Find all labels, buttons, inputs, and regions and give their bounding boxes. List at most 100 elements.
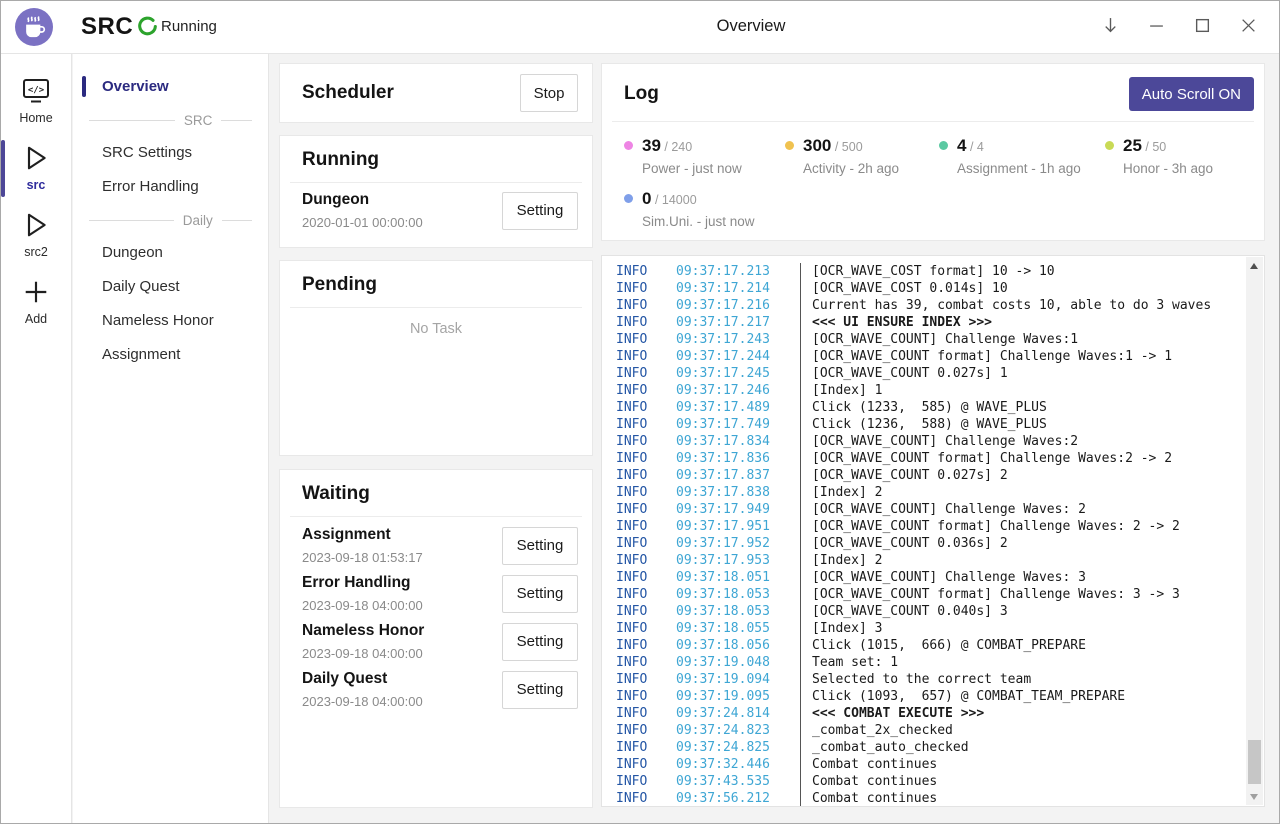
log-message: Click (1015, 666) @ COMBAT_PREPARE (800, 637, 1086, 654)
sidebar-item-dungeon[interactable]: Dungeon (102, 244, 163, 261)
log-timestamp: 09:37:18.055 (676, 621, 770, 636)
log-level: INFO (616, 485, 648, 500)
log-timestamp: 09:37:18.056 (676, 638, 770, 653)
rail-item-label: src2 (24, 245, 48, 259)
log-timestamp: 09:37:17.244 (676, 349, 770, 364)
stat-counts: 0 / 14000 (642, 189, 697, 208)
stat-value: 0 (642, 189, 652, 208)
log-level: INFO (616, 706, 648, 721)
log-line: INFO 09:37:19.048 Team set: 1 (616, 654, 1240, 671)
divider (612, 121, 1254, 122)
log-level: INFO (616, 587, 648, 602)
minimize-icon (1148, 17, 1165, 37)
sidebar-item-error-handling[interactable]: Error Handling (102, 178, 199, 195)
log-level: INFO (616, 689, 648, 704)
rail-item-src[interactable]: src (1, 135, 71, 202)
scroll-down-icon[interactable] (1250, 794, 1258, 800)
log-line: INFO 09:37:18.053 [OCR_WAVE_COUNT 0.040s] … (616, 603, 1240, 620)
window-controls (1087, 1, 1271, 53)
stat-honor: 25 / 50 Honor - 3h ago (1105, 136, 1264, 176)
log-timestamp: 09:37:17.836 (676, 451, 770, 466)
task-info: Daily Quest 2023-09-18 04:00:00 (302, 670, 423, 709)
rail-item-home[interactable]: </> Home (1, 68, 71, 135)
sidebar-item-overview[interactable]: Overview (73, 70, 268, 104)
log-message: Click (1233, 585) @ WAVE_PLUS (800, 399, 1047, 416)
sidebar-item-daily-quest[interactable]: Daily Quest (102, 278, 180, 295)
divider-line (221, 119, 252, 121)
stat-counts: 4 / 4 (957, 136, 984, 155)
setting-button[interactable]: Setting (502, 670, 578, 709)
log-scrollbar[interactable] (1246, 257, 1263, 805)
stat-sim-uni-: 0 / 14000 Sim.Uni. - just now (624, 189, 785, 229)
app-name: SRC (81, 13, 134, 40)
stat-assignment: 4 / 4 Assignment - 1h ago (939, 136, 1105, 176)
rail-item-src2[interactable]: src2 (1, 202, 71, 269)
stat-power: 39 / 240 Power - just now (624, 136, 785, 176)
divider-line (89, 119, 175, 121)
minimize-button[interactable] (1133, 1, 1179, 53)
task-time: 2023-09-18 04:00:00 (302, 598, 423, 613)
task-time: 2020-01-01 00:00:00 (302, 215, 423, 230)
log-line: INFO 09:37:24.825 _combat_auto_checked (616, 739, 1240, 756)
log-level: INFO (616, 434, 648, 449)
log-line: INFO 09:37:17.217 <<< UI ENSURE INDEX >>> (616, 314, 1240, 331)
log-level: INFO (616, 774, 648, 789)
log-message: <<< COMBAT EXECUTE >>> (800, 705, 984, 722)
log-message: <<< UI ENSURE INDEX >>> (800, 314, 992, 331)
log-line: INFO 09:37:24.814 <<< COMBAT EXECUTE >>> (616, 705, 1240, 722)
log-view[interactable]: INFO 09:37:17.213 [OCR_WAVE_COST format] 1… (601, 255, 1265, 807)
log-message: Combat continues (800, 756, 937, 773)
setting-button[interactable]: Setting (502, 574, 578, 613)
stat-label: Activity - 2h ago (803, 161, 900, 176)
log-timestamp: 09:37:32.446 (676, 757, 770, 772)
stat-value: 300 (803, 136, 832, 155)
sidebar-item-nameless-honor[interactable]: Nameless Honor (102, 312, 214, 329)
auto-scroll-button[interactable]: Auto Scroll ON (1128, 77, 1254, 111)
log-line: INFO 09:37:17.953 [Index] 2 (616, 552, 1240, 569)
stop-button[interactable]: Stop (520, 74, 578, 112)
log-level: INFO (616, 400, 648, 415)
log-level: INFO (616, 383, 648, 398)
log-line: INFO 09:37:19.095 Click (1093, 657) @ COMB… (616, 688, 1240, 705)
log-message: [OCR_WAVE_COUNT] Challenge Waves:2 (800, 433, 1078, 450)
stat-dot (624, 141, 633, 150)
sidebar-item-assignment[interactable]: Assignment (102, 346, 181, 363)
log-message: [OCR_WAVE_COUNT] Challenge Waves:1 (800, 331, 1078, 348)
log-level: INFO (616, 621, 648, 636)
divider (290, 516, 582, 517)
log-line: INFO 09:37:32.446 Combat continues (616, 756, 1240, 773)
close-button[interactable] (1225, 1, 1271, 53)
log-level: INFO (616, 281, 648, 296)
log-timestamp: 09:37:56.212 (676, 791, 770, 806)
log-level: INFO (616, 332, 648, 347)
sidebar-item-src-settings[interactable]: SRC Settings (102, 144, 193, 161)
log-line: INFO 09:37:17.244 [OCR_WAVE_COUNT format] … (616, 348, 1240, 365)
stat-activity: 300 / 500 Activity - 2h ago (785, 136, 939, 176)
log-timestamp: 09:37:17.837 (676, 468, 770, 483)
log-level: INFO (616, 604, 648, 619)
log-timestamp: 09:37:19.048 (676, 655, 770, 670)
log-message: [OCR_WAVE_COST format] 10 -> 10 (800, 263, 1055, 280)
log-message: [OCR_WAVE_COST 0.014s] 10 (800, 280, 1008, 297)
setting-button[interactable]: Setting (502, 622, 578, 661)
maximize-button[interactable] (1179, 1, 1225, 53)
rail-item-label: Home (19, 111, 53, 125)
svg-text:</>: </> (28, 86, 45, 96)
log-timestamp: 09:37:24.814 (676, 706, 770, 721)
scrollbar-thumb[interactable] (1248, 740, 1261, 784)
log-message: Combat continues (800, 773, 937, 790)
running-card: Running Dungeon 2020-01-01 00:00:00 Sett… (279, 135, 593, 248)
divider-line (221, 219, 252, 221)
rail-item-add[interactable]: Add (1, 269, 71, 336)
setting-button[interactable]: Setting (502, 191, 578, 230)
log-message: [Index] 1 (800, 382, 882, 399)
log-timestamp: 09:37:18.053 (676, 587, 770, 602)
setting-button[interactable]: Setting (502, 526, 578, 565)
scroll-up-icon[interactable] (1250, 263, 1258, 269)
log-timestamp: 09:37:19.095 (676, 689, 770, 704)
log-message: Team set: 1 (800, 654, 898, 671)
log-level: INFO (616, 264, 648, 279)
log-level: INFO (616, 655, 648, 670)
hide-to-tray-button[interactable] (1087, 1, 1133, 53)
stat-body: 4 / 4 Assignment - 1h ago (957, 136, 1081, 176)
